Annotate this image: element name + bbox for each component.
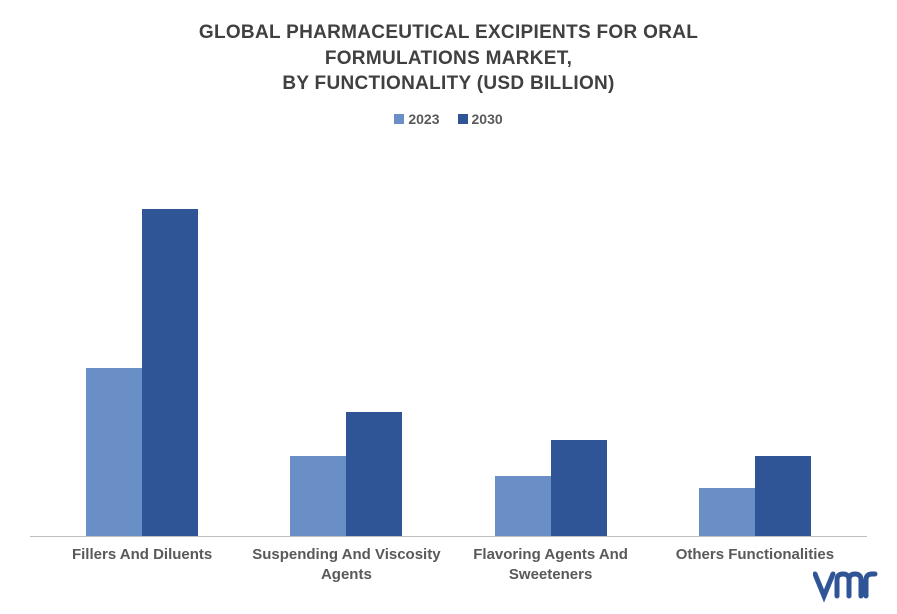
legend-label-2023: 2023 bbox=[408, 111, 439, 127]
bar-2023-3 bbox=[699, 488, 755, 536]
category-group-0 bbox=[40, 137, 244, 536]
x-label-0: Fillers And Diluents bbox=[40, 545, 244, 584]
legend-item-2030: 2030 bbox=[458, 111, 503, 127]
legend: 2023 2030 bbox=[30, 111, 867, 127]
legend-label-2030: 2030 bbox=[472, 111, 503, 127]
x-label-2: Flavoring Agents And Sweeteners bbox=[449, 545, 653, 584]
title-line-1: GLOBAL PHARMACEUTICAL EXCIPIENTS FOR ORA… bbox=[30, 20, 867, 46]
bar-2030-3 bbox=[755, 456, 811, 536]
category-group-3 bbox=[653, 137, 857, 536]
title-line-3: BY FUNCTIONALITY (USD BILLION) bbox=[30, 71, 867, 97]
x-label-1: Suspending And Viscosity Agents bbox=[244, 545, 448, 584]
legend-swatch-2023 bbox=[394, 114, 404, 124]
bar-2030-2 bbox=[551, 440, 607, 536]
category-group-2 bbox=[449, 137, 653, 536]
chart-container: GLOBAL PHARMACEUTICAL EXCIPIENTS FOR ORA… bbox=[0, 0, 897, 614]
legend-swatch-2030 bbox=[458, 114, 468, 124]
watermark-logo bbox=[813, 570, 879, 608]
bar-2030-1 bbox=[346, 412, 402, 536]
bar-2023-1 bbox=[290, 456, 346, 536]
x-axis-labels: Fillers And Diluents Suspending And Visc… bbox=[30, 537, 867, 584]
bar-2023-0 bbox=[86, 368, 142, 536]
bar-2030-0 bbox=[142, 209, 198, 536]
legend-item-2023: 2023 bbox=[394, 111, 439, 127]
category-group-1 bbox=[244, 137, 448, 536]
title-line-2: FORMULATIONS MARKET, bbox=[30, 46, 867, 72]
bars-region bbox=[30, 137, 867, 537]
chart-title: GLOBAL PHARMACEUTICAL EXCIPIENTS FOR ORA… bbox=[30, 20, 867, 97]
plot-area: Fillers And Diluents Suspending And Visc… bbox=[30, 137, 867, 584]
bar-2023-2 bbox=[495, 476, 551, 536]
